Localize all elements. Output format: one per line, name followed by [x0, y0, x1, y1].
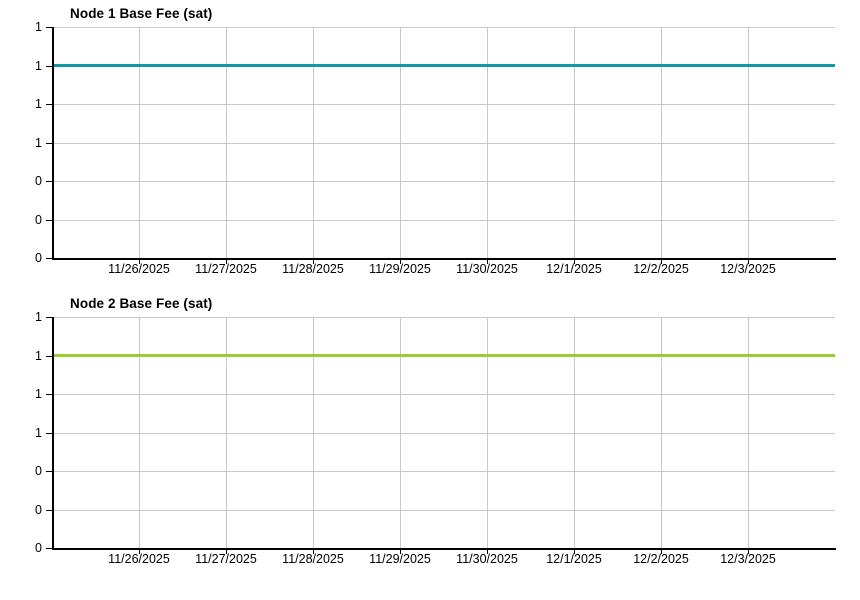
x-axis-label: 11/27/2025: [195, 262, 257, 276]
y-axis-label: 0: [35, 174, 42, 188]
gridline-vertical: [574, 317, 575, 548]
y-axis-tick: [46, 394, 52, 396]
y-axis-label: 0: [35, 251, 42, 265]
gridline-horizontal: [52, 142, 835, 144]
x-axis-tick: [226, 258, 228, 264]
y-axis-line: [52, 317, 54, 549]
x-axis-label: 11/28/2025: [282, 552, 344, 566]
gridline-vertical: [400, 317, 401, 548]
gridline-vertical: [139, 317, 140, 548]
y-axis-tick: [46, 104, 52, 106]
x-axis-tick: [748, 258, 750, 264]
y-axis-label: 1: [35, 58, 42, 73]
chart-panel-node-2: Node 2 Base Fee (sat) 1 1 1 1 0 0 0 11/26/2025 1…: [0, 290, 860, 590]
x-axis-label: 12/1/2025: [546, 262, 602, 276]
y-axis-line: [52, 27, 54, 259]
x-axis-tick: [313, 258, 315, 264]
x-axis-label: 11/30/2025: [456, 552, 518, 566]
y-axis-tick: [46, 219, 52, 221]
gridline-horizontal: [52, 181, 835, 182]
y-axis-tick: [46, 27, 52, 29]
gridline-vertical: [226, 317, 227, 548]
x-axis-tick: [226, 548, 228, 554]
gridline-horizontal: [52, 394, 835, 395]
y-axis-tick: [46, 548, 52, 550]
gridline-horizontal: [52, 219, 835, 221]
gridline-vertical: [313, 27, 314, 258]
y-axis-label: 0: [35, 502, 42, 517]
gridline-vertical: [661, 317, 662, 548]
x-axis-label: 11/29/2025: [369, 262, 431, 276]
y-axis-tick: [46, 142, 52, 144]
y-axis-tick: [46, 471, 52, 473]
x-axis-tick: [748, 548, 750, 554]
x-axis-tick: [661, 258, 663, 264]
gridline-horizontal: [52, 104, 835, 105]
y-axis-tick: [46, 317, 52, 319]
gridline-horizontal: [52, 509, 835, 511]
x-axis-label: 11/27/2025: [195, 552, 257, 566]
y-axis-tick: [46, 258, 52, 260]
y-axis-tick: [46, 355, 52, 357]
gridline-horizontal: [52, 471, 835, 472]
y-axis-tick: [46, 432, 52, 434]
series-line: [52, 354, 835, 357]
x-axis-label: 12/3/2025: [720, 262, 776, 276]
x-axis-label: 11/26/2025: [108, 552, 170, 566]
y-axis-label: 1: [35, 20, 42, 34]
x-axis-label: 11/28/2025: [282, 262, 344, 276]
chart-title: Node 2 Base Fee (sat): [70, 296, 213, 311]
y-axis-label: 0: [35, 212, 42, 227]
gridline-vertical: [139, 27, 140, 258]
y-axis-label: 1: [35, 310, 42, 324]
x-axis-tick: [139, 548, 141, 554]
gridline-horizontal: [52, 432, 835, 434]
x-axis-tick: [574, 258, 576, 264]
y-axis-label: 0: [35, 464, 42, 478]
x-axis-tick: [487, 548, 489, 554]
y-axis-label: 0: [35, 541, 42, 555]
y-axis-tick: [46, 509, 52, 511]
x-axis-label: 11/30/2025: [456, 262, 518, 276]
y-axis-tick: [46, 65, 52, 67]
x-axis-tick: [661, 548, 663, 554]
x-axis-tick: [313, 548, 315, 554]
plot-area: [52, 317, 835, 549]
gridline-vertical: [487, 27, 488, 258]
gridline-vertical: [661, 27, 662, 258]
y-axis-label: 1: [35, 135, 42, 150]
gridline-vertical: [313, 317, 314, 548]
y-axis-label: 1: [35, 387, 42, 401]
y-axis-label: 1: [35, 425, 42, 440]
chart-panel-node-1: Node 1 Base Fee (sat) 1 1 1 1 0 0 0 11/26/2025 1…: [35, 6, 836, 276]
x-axis-label: 12/2/2025: [633, 262, 689, 276]
gridline-vertical: [400, 27, 401, 258]
gridline-vertical: [226, 27, 227, 258]
y-axis-tick: [46, 181, 52, 183]
gridline-vertical: [574, 27, 575, 258]
x-axis-label: 12/2/2025: [633, 552, 689, 566]
x-axis-line: [52, 548, 836, 550]
y-axis-label: 1: [35, 348, 42, 363]
x-axis-label: 12/3/2025: [720, 552, 776, 566]
gridline-vertical: [487, 317, 488, 548]
gridline-horizontal: [52, 317, 835, 318]
y-axis-label: 1: [35, 97, 42, 111]
x-axis-tick: [400, 548, 402, 554]
x-axis-line: [52, 258, 836, 260]
x-axis-tick: [400, 258, 402, 264]
x-axis-label: 11/26/2025: [108, 262, 170, 276]
gridline-vertical: [748, 27, 749, 258]
gridline-horizontal: [52, 27, 835, 28]
x-axis-label: 12/1/2025: [546, 552, 602, 566]
x-axis-tick: [139, 258, 141, 264]
x-axis-tick: [574, 548, 576, 554]
chart-title: Node 1 Base Fee (sat): [70, 6, 213, 21]
x-axis-label: 11/29/2025: [369, 552, 431, 566]
plot-area: [52, 27, 835, 259]
x-axis-tick: [487, 258, 489, 264]
series-line: [52, 64, 835, 67]
gridline-vertical: [748, 317, 749, 548]
